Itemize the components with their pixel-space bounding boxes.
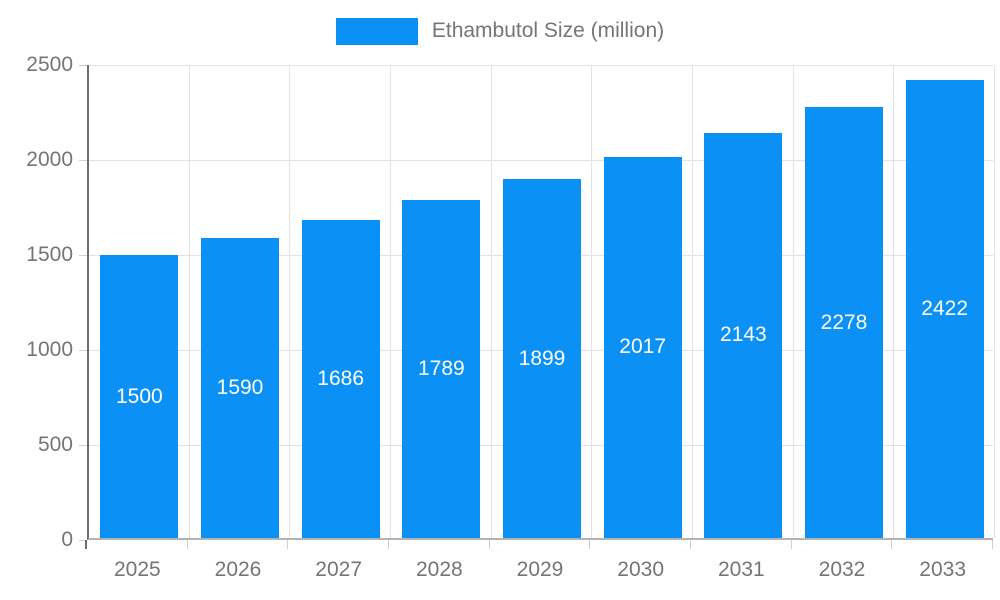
y-tick-mark [79, 255, 87, 256]
y-tick-mark [79, 350, 87, 351]
x-gridline [591, 65, 593, 538]
bar-value-label-2031: 2143 [719, 323, 767, 347]
x-gridline [188, 65, 190, 538]
bar-2026[interactable]: 1590 [201, 237, 279, 538]
bar-2030[interactable]: 2017 [603, 156, 682, 538]
x-gridline [792, 65, 794, 538]
x-tick-mark [287, 540, 289, 549]
legend-swatch [335, 17, 418, 45]
bar-value-label-2033: 2422 [921, 296, 969, 320]
x-tick-label-2026: 2026 [214, 558, 262, 581]
x-tick-label-2028: 2028 [415, 558, 463, 581]
y-gridline-2000 [89, 160, 993, 161]
bar-value-label-2027: 1686 [317, 366, 365, 390]
bar-2031[interactable]: 2143 [704, 132, 783, 538]
x-tick-label-2031: 2031 [717, 558, 765, 581]
x-tick-mark [488, 540, 490, 549]
y-gridline-2500 [89, 65, 993, 66]
y-tick-mark [79, 160, 87, 161]
x-tick-mark [388, 540, 389, 549]
bar-2028[interactable]: 1789 [402, 200, 481, 538]
x-tick-label-2025: 2025 [113, 558, 161, 581]
bar-value-label-2032: 2278 [820, 310, 868, 334]
x-tick-label-2030: 2030 [617, 558, 665, 581]
y-tick-label-500: 500 [37, 433, 73, 456]
x-tick-mark [85, 540, 87, 549]
y-tick-label-1000: 1000 [26, 338, 73, 361]
x-tick-label-2032: 2032 [818, 558, 866, 581]
bar-2032[interactable]: 2278 [805, 107, 883, 538]
x-gridline [490, 65, 492, 538]
bar-value-label-2025: 1500 [115, 384, 163, 408]
bar-value-label-2028: 1789 [417, 357, 465, 381]
x-tick-label-2033: 2033 [919, 558, 967, 581]
y-tick-mark [79, 540, 87, 541]
x-tick-mark [891, 540, 893, 549]
y-tick-label-1500: 1500 [26, 243, 73, 266]
x-tick-mark [690, 540, 691, 549]
x-tick-mark [589, 540, 591, 549]
y-tick-mark [79, 445, 87, 446]
legend-label: Ethambutol Size (million) [431, 19, 665, 42]
x-gridline [390, 65, 391, 538]
y-tick-mark [79, 65, 87, 66]
x-tick-mark [790, 540, 792, 549]
x-gridline [994, 65, 995, 538]
y-tick-label-2000: 2000 [26, 148, 73, 171]
plot-area: 1500 1590 1686 1789 1899 2017 2143 2278 2422 [87, 65, 995, 540]
bar-value-label-2026: 1590 [216, 375, 264, 399]
bar-2029[interactable]: 1899 [503, 179, 581, 538]
bar-2025[interactable]: 1500 [100, 255, 179, 538]
x-tick-label-2029: 2029 [516, 558, 564, 581]
x-tick-mark [186, 540, 188, 549]
bar-value-label-2030: 2017 [619, 335, 667, 359]
legend[interactable]: Ethambutol Size (million) [0, 14, 1000, 48]
bar-2027[interactable]: 1686 [301, 219, 380, 538]
x-tick-mark [992, 540, 993, 549]
y-tick-label-2500: 2500 [26, 53, 73, 76]
x-gridline [289, 65, 291, 538]
bar-2033[interactable]: 2422 [905, 79, 984, 538]
bar-value-label-2029: 1899 [518, 346, 566, 370]
x-gridline [893, 65, 895, 538]
x-tick-label-2027: 2027 [315, 558, 363, 581]
y-tick-label-0: 0 [61, 528, 73, 551]
x-gridline [692, 65, 693, 538]
